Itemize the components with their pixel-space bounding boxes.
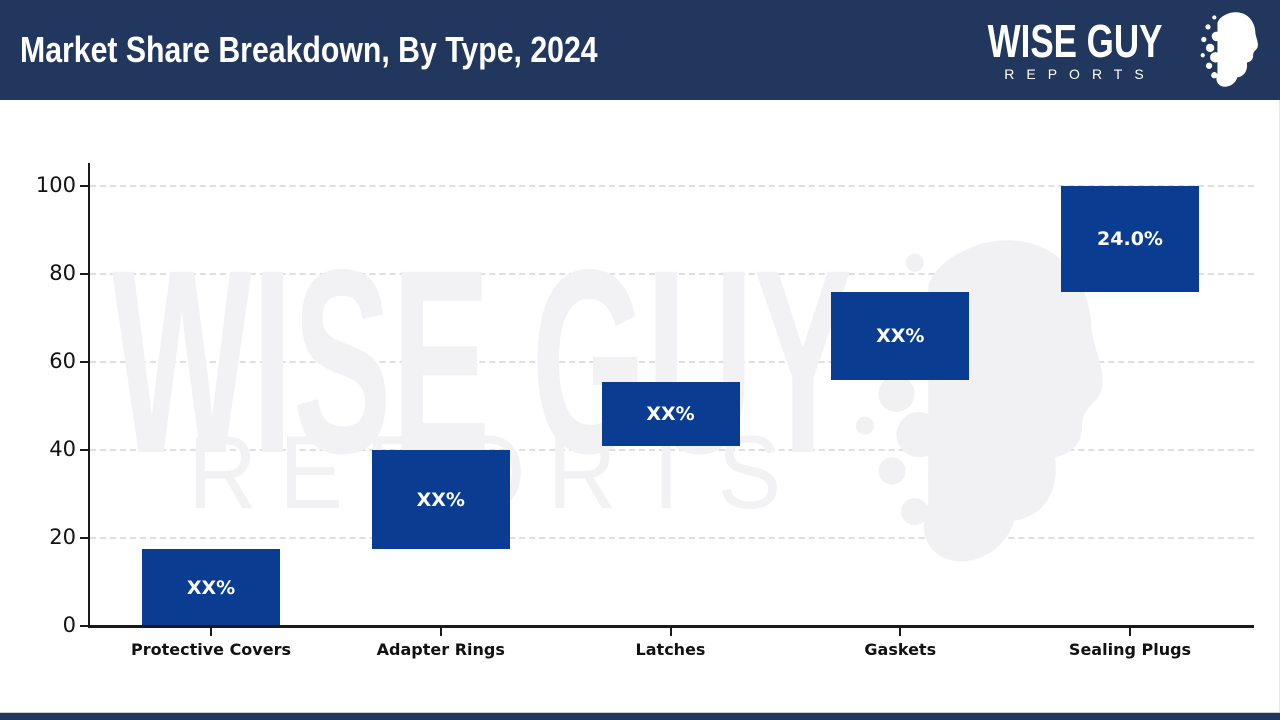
y-tick-label-0: 0 (62, 613, 76, 637)
x-category-label-adapter-rings: Adapter Rings (376, 640, 505, 659)
y-tick-mark-60 (80, 361, 89, 363)
x-category-label-latches: Latches (635, 640, 706, 659)
bar-gaskets: XX% (831, 291, 970, 380)
x-tick-mark-gaskets (899, 628, 902, 636)
x-category-label-sealing-plugs: Sealing Plugs (1068, 640, 1192, 659)
x-axis-line (88, 625, 1254, 628)
x-tick-mark-latches (669, 628, 672, 636)
footer-divider (0, 712, 1280, 713)
gridline-y-100 (90, 185, 1254, 187)
bar-value-label: XX% (416, 488, 465, 511)
x-tick-mark-sealing-plugs (1129, 628, 1131, 636)
bar-sealing-plugs: 24.0% (1061, 186, 1199, 292)
brand-logo: WISE GUY REPORTS (960, 8, 1266, 92)
y-tick-mark-100 (80, 185, 89, 187)
y-tick-label-100: 100 (35, 173, 76, 197)
bar-adapter-rings: XX% (371, 450, 510, 549)
bar-value-label: XX% (186, 576, 236, 599)
y-tick-mark-0 (80, 625, 89, 627)
brand-logo-text: WISE GUY REPORTS (960, 14, 1190, 82)
y-tick-label-40: 40 (49, 437, 76, 461)
y-tick-mark-40 (80, 449, 89, 451)
bar-protective-covers: XX% (142, 549, 280, 626)
dotted-face-logo-icon (1200, 12, 1258, 87)
x-tick-mark-protective-covers (210, 628, 212, 636)
header-bar: Market Share Breakdown, By Type, 2024 WI… (0, 0, 1280, 100)
gridline-y-40 (90, 449, 1254, 451)
watermark-text-primary: WISE GUY (112, 215, 853, 508)
y-tick-mark-80 (80, 273, 89, 275)
y-tick-label-20: 20 (49, 525, 76, 549)
bar-value-label: 24.0% (1097, 227, 1163, 250)
gridline-y-60 (90, 361, 1254, 363)
brand-subtitle: REPORTS (1004, 65, 1156, 82)
x-tick-mark-adapter-rings (439, 628, 442, 636)
y-axis-line (88, 163, 90, 628)
footer-accent-bar (0, 713, 1280, 720)
bar-value-label: XX% (876, 324, 925, 347)
gridline-y-20 (90, 537, 1254, 539)
y-tick-mark-20 (80, 537, 89, 539)
y-tick-label-60: 60 (49, 349, 76, 373)
brand-name: WISE GUY (987, 14, 1163, 67)
x-category-label-protective-covers: Protective Covers (130, 640, 291, 659)
page-title: Market Share Breakdown, By Type, 2024 (20, 29, 598, 70)
bar-value-label: XX% (646, 402, 695, 425)
x-category-label-gaskets: Gaskets (864, 640, 937, 659)
gridline-y-80 (90, 273, 1254, 275)
y-tick-label-80: 80 (49, 261, 76, 285)
bar-latches: XX% (601, 381, 740, 446)
